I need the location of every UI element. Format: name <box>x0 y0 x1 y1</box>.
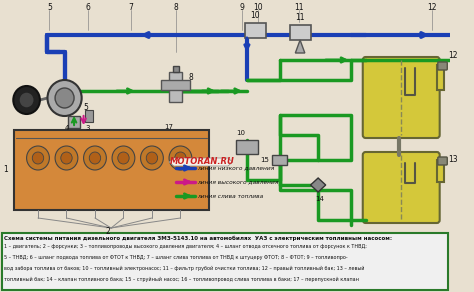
Polygon shape <box>295 40 305 53</box>
Text: 5: 5 <box>83 103 89 112</box>
Text: 17: 17 <box>164 124 173 130</box>
Text: MOTORAN.RU: MOTORAN.RU <box>170 157 235 166</box>
Bar <box>272 155 287 165</box>
Circle shape <box>32 152 44 164</box>
Text: 11: 11 <box>294 4 304 13</box>
Text: 5: 5 <box>47 4 52 13</box>
Text: 2: 2 <box>106 227 110 237</box>
Text: 1: 1 <box>3 166 8 175</box>
Text: 13: 13 <box>448 156 458 164</box>
Text: линия слива топлива: линия слива топлива <box>198 194 264 199</box>
Bar <box>437 160 445 182</box>
Bar <box>14 130 209 210</box>
Bar <box>245 23 266 38</box>
Text: 1 – двигатель; 2 – форсунки; 3 – топливопроводы высокого давления двигателя; 4 –: 1 – двигатель; 2 – форсунки; 3 – топливо… <box>4 244 367 249</box>
Text: 5 – ТНВД; 6 – шланг подвода топлива от ФТОТ к ТНВД; 7 – шланг слива топлива от Т: 5 – ТНВД; 6 – шланг подвода топлива от Ф… <box>4 255 347 260</box>
Bar <box>162 80 190 90</box>
FancyBboxPatch shape <box>438 62 447 70</box>
Text: 4: 4 <box>64 125 69 131</box>
Text: 10: 10 <box>254 4 263 13</box>
Text: 10: 10 <box>251 11 260 20</box>
FancyBboxPatch shape <box>363 57 440 138</box>
Bar <box>2 233 448 290</box>
FancyBboxPatch shape <box>438 157 447 165</box>
Text: 3: 3 <box>85 125 90 131</box>
Bar <box>437 65 445 90</box>
Text: топливный бак; 14 – клапан топливного бака; 15 – струйный насос; 16 – топливопро: топливный бак; 14 – клапан топливного ба… <box>4 277 359 282</box>
Text: 11: 11 <box>295 13 305 22</box>
Bar <box>236 140 258 154</box>
Text: 6: 6 <box>86 4 91 13</box>
Text: 14: 14 <box>316 196 325 202</box>
Bar <box>290 25 310 40</box>
Circle shape <box>47 80 82 116</box>
Circle shape <box>169 146 192 170</box>
Circle shape <box>19 92 34 108</box>
Circle shape <box>146 152 158 164</box>
Circle shape <box>61 152 72 164</box>
Text: 12: 12 <box>448 51 458 60</box>
Circle shape <box>55 146 78 170</box>
Text: линия высокого давления: линия высокого давления <box>198 180 279 185</box>
Text: 8: 8 <box>173 4 178 13</box>
Circle shape <box>89 152 100 164</box>
Circle shape <box>13 86 40 114</box>
Text: 15: 15 <box>260 157 269 163</box>
Bar <box>68 116 80 128</box>
Circle shape <box>112 146 135 170</box>
Circle shape <box>27 146 49 170</box>
Polygon shape <box>310 178 326 192</box>
Bar <box>85 110 93 122</box>
Text: 10: 10 <box>236 130 245 136</box>
Polygon shape <box>169 158 233 166</box>
FancyBboxPatch shape <box>363 152 440 223</box>
Circle shape <box>175 152 186 164</box>
Text: 12: 12 <box>428 4 437 13</box>
Text: вод забора топлива от баков; 10 – топливный электронасос; 11 – фильтр грубой очи: вод забора топлива от баков; 10 – топлив… <box>4 266 365 271</box>
Text: 8: 8 <box>188 72 193 81</box>
Text: 7: 7 <box>128 4 134 13</box>
Text: Схема системы питания дизельного двигателя ЗМЗ-5143.10 на автомобилях  УАЗ с эле: Схема системы питания дизельного двигате… <box>4 236 392 241</box>
Bar <box>169 72 182 102</box>
Circle shape <box>141 146 164 170</box>
Circle shape <box>118 152 129 164</box>
Circle shape <box>55 88 74 108</box>
Bar <box>173 66 179 72</box>
Text: 9: 9 <box>240 4 245 13</box>
Circle shape <box>83 146 106 170</box>
Text: линия низкого давления: линия низкого давления <box>198 166 275 171</box>
